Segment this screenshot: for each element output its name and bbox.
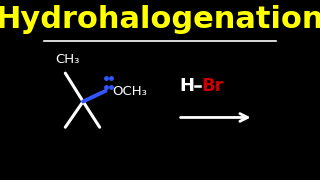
- Text: OCH₃: OCH₃: [113, 85, 148, 98]
- Text: Hydrohalogenation: Hydrohalogenation: [0, 6, 320, 35]
- Text: CH₃: CH₃: [55, 53, 80, 66]
- Text: Br: Br: [201, 76, 224, 94]
- Text: H: H: [180, 76, 195, 94]
